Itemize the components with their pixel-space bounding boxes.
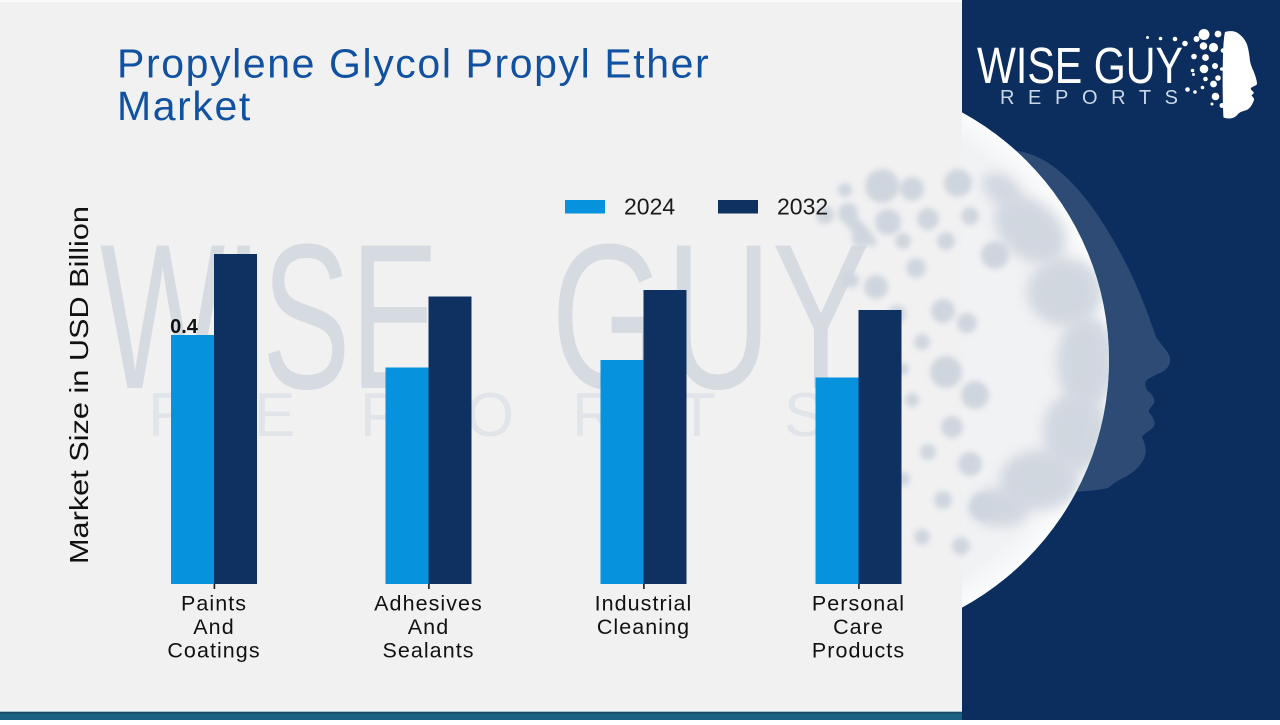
svg-text:WISE: WISE xyxy=(100,201,439,432)
svg-text:Propylene Glycol Propyl Ether: Propylene Glycol Propyl Ether xyxy=(117,41,710,87)
svg-text:E: E xyxy=(254,381,295,450)
svg-text:0.4: 0.4 xyxy=(170,316,199,338)
svg-text:Market: Market xyxy=(117,83,252,129)
svg-text:O: O xyxy=(466,381,514,450)
svg-text:2024: 2024 xyxy=(624,194,675,220)
svg-text:Market Size in USD Billion: Market Size in USD Billion xyxy=(64,206,94,564)
svg-text:2032: 2032 xyxy=(777,194,828,220)
svg-text:WISE GUY: WISE GUY xyxy=(977,37,1183,94)
